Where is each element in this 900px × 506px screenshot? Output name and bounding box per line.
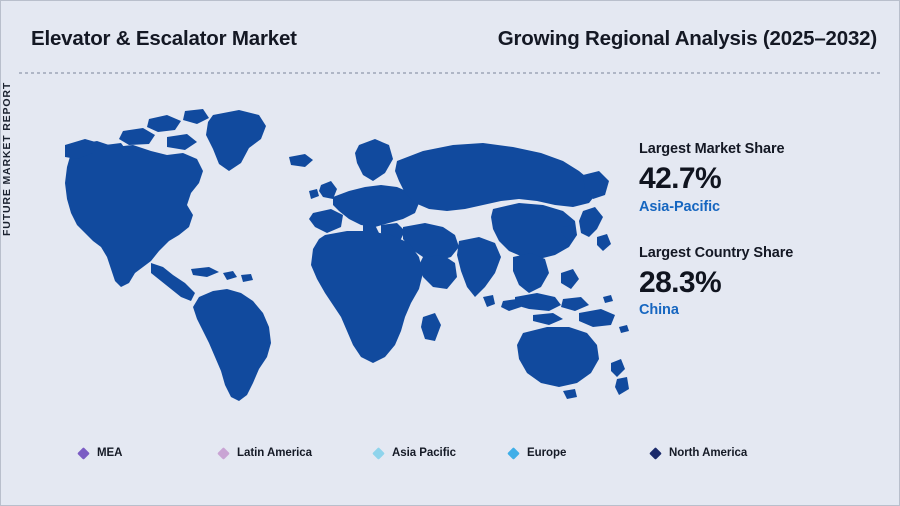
stat-region: Asia-Pacific (639, 198, 721, 215)
stat-largest-country-share: Largest Country Share 28.3% China (639, 245, 889, 319)
legend-label: MEA (97, 447, 123, 459)
legend: MEA Latin America Asia Pacific Europe No… (77, 446, 789, 471)
legend-item-asia-pacific: Asia Pacific (372, 446, 456, 460)
legend-item-europe: Europe (507, 446, 567, 460)
legend-label: North America (669, 447, 748, 459)
header-divider (19, 72, 883, 74)
legend-marker-diamond-icon (649, 446, 662, 460)
legend-marker-diamond-icon (77, 446, 90, 460)
stat-label: Largest Country Share (639, 244, 794, 261)
stat-value: 28.3% (639, 265, 722, 299)
legend-marker-diamond-icon (507, 446, 520, 460)
legend-marker-diamond-icon (372, 446, 385, 460)
header: Elevator & Escalator Market Growing Regi… (1, 1, 899, 73)
stat-value: 42.7% (639, 162, 722, 195)
stat-largest-market-share: Largest Market Share 42.7% Asia-Pacific (639, 141, 889, 215)
brand-vertical-label: FUTURE MARKET REPORT (1, 56, 13, 236)
legend-item-mea: MEA (77, 446, 123, 460)
legend-item-north-america: North America (649, 446, 748, 460)
world-map (63, 101, 633, 401)
legend-label: Latin America (237, 447, 312, 459)
legend-label: Europe (527, 447, 567, 459)
page-title: Elevator & Escalator Market (31, 27, 297, 50)
world-map-svg (65, 109, 629, 401)
stats-panel: Largest Market Share 42.7% Asia-Pacific … (639, 141, 889, 348)
stat-region: China (639, 302, 679, 319)
header-subtitle: Growing Regional Analysis (2025–2032) (497, 27, 877, 50)
legend-item-latin-america: Latin America (217, 446, 312, 460)
legend-label: Asia Pacific (392, 447, 456, 459)
stat-label: Largest Market Share (639, 141, 785, 157)
map-landmasses (65, 109, 629, 401)
brand-text: FUTURE MARKET REPORT (1, 81, 13, 236)
legend-marker-diamond-icon (217, 446, 230, 460)
